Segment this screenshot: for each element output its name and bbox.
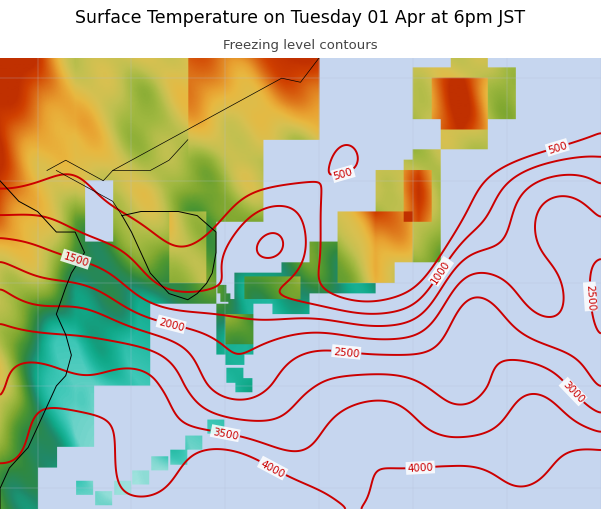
Text: 1000: 1000 — [429, 258, 452, 286]
Text: 3500: 3500 — [212, 426, 239, 441]
Text: 2500: 2500 — [584, 284, 596, 310]
Text: 1500: 1500 — [62, 251, 90, 268]
Text: 2000: 2000 — [157, 317, 185, 333]
Text: 3000: 3000 — [561, 379, 586, 405]
Text: Freezing level contours: Freezing level contours — [223, 39, 378, 52]
Text: 2500: 2500 — [333, 346, 360, 358]
Text: Surface Temperature on Tuesday 01 Apr at 6pm JST: Surface Temperature on Tuesday 01 Apr at… — [76, 9, 525, 26]
Text: 4000: 4000 — [407, 462, 434, 473]
Text: 4000: 4000 — [259, 458, 287, 478]
Text: 500: 500 — [546, 140, 568, 156]
Text: 500: 500 — [332, 167, 354, 182]
